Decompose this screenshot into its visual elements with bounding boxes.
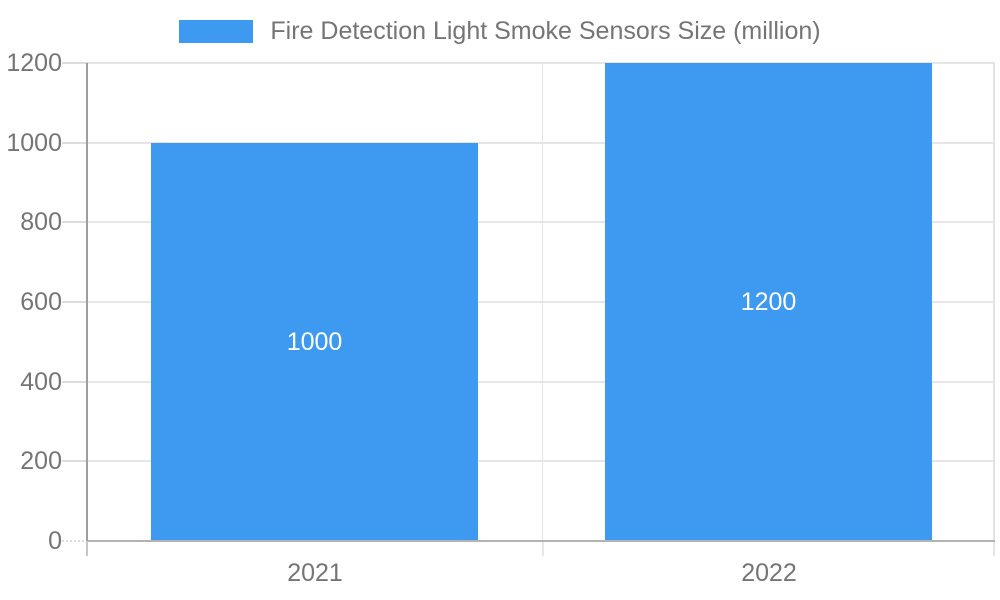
x-axis-tick bbox=[542, 541, 544, 556]
x-category-label: 2021 bbox=[287, 559, 343, 587]
y-tick-label: 600 bbox=[20, 288, 62, 316]
y-axis-tick-below bbox=[86, 541, 88, 556]
gridline bbox=[88, 381, 995, 383]
y-axis-tick bbox=[62, 381, 88, 383]
bar-value-label: 1000 bbox=[286, 328, 343, 356]
legend: Fire Detection Light Smoke Sensors Size … bbox=[0, 16, 1000, 46]
y-tick-label: 1000 bbox=[6, 129, 62, 157]
y-tick-label: 0 bbox=[48, 527, 62, 555]
bar[interactable] bbox=[605, 63, 932, 541]
y-axis-line bbox=[86, 63, 88, 541]
y-axis-tick bbox=[62, 540, 88, 542]
y-axis-tick bbox=[62, 62, 88, 64]
legend-item[interactable]: Fire Detection Light Smoke Sensors Size … bbox=[179, 16, 821, 46]
bar[interactable] bbox=[151, 143, 478, 541]
gridline bbox=[88, 62, 995, 64]
y-axis-tick bbox=[62, 221, 88, 223]
y-axis-tick bbox=[62, 460, 88, 462]
x-axis-line bbox=[88, 540, 995, 542]
gridline bbox=[88, 460, 995, 462]
y-axis-tick bbox=[62, 142, 88, 144]
plot-right-border bbox=[993, 63, 995, 541]
legend-label: Fire Detection Light Smoke Sensors Size … bbox=[270, 17, 821, 45]
y-tick-label: 200 bbox=[20, 447, 62, 475]
gridline bbox=[542, 63, 543, 541]
y-axis-tick bbox=[62, 301, 88, 303]
y-tick-label: 1200 bbox=[6, 49, 62, 77]
x-axis-tick bbox=[993, 541, 995, 556]
x-category-label: 2022 bbox=[741, 559, 797, 587]
gridline bbox=[88, 221, 995, 223]
y-tick-label: 800 bbox=[20, 208, 62, 236]
gridline bbox=[88, 142, 995, 144]
y-tick-label: 400 bbox=[20, 368, 62, 396]
bar-value-label: 1200 bbox=[740, 288, 797, 316]
gridline bbox=[88, 301, 995, 303]
legend-swatch-icon bbox=[179, 19, 254, 43]
